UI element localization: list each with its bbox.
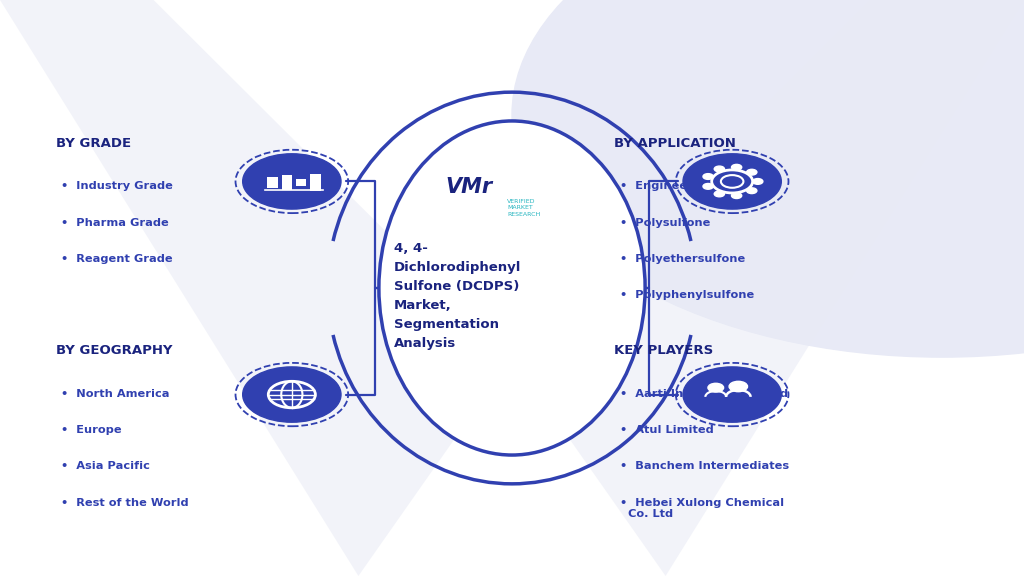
Circle shape xyxy=(746,188,757,194)
Text: •  Pharma Grade: • Pharma Grade xyxy=(61,218,169,228)
Circle shape xyxy=(714,191,724,197)
Text: 4, 4-
Dichlorodiphenyl
Sulfone (DCDPS)
Market,
Segmentation
Analysis: 4, 4- Dichlorodiphenyl Sulfone (DCDPS) M… xyxy=(394,242,521,350)
Circle shape xyxy=(731,164,741,170)
Bar xyxy=(282,175,292,190)
Circle shape xyxy=(243,154,341,209)
Text: VMr: VMr xyxy=(445,177,493,197)
Text: BY GRADE: BY GRADE xyxy=(56,137,131,150)
Bar xyxy=(296,179,306,187)
Text: •  Industry Grade: • Industry Grade xyxy=(61,181,173,191)
Circle shape xyxy=(683,367,781,422)
Text: •  Aarti Industries Limited: • Aarti Industries Limited xyxy=(620,389,787,399)
Text: •  Reagent Grade: • Reagent Grade xyxy=(61,254,173,264)
Circle shape xyxy=(243,367,341,422)
Text: •  Polyethersulfone: • Polyethersulfone xyxy=(620,254,744,264)
Text: •  Polysulfone: • Polysulfone xyxy=(620,218,710,228)
Text: •  Banchem Intermediates: • Banchem Intermediates xyxy=(620,461,788,471)
Text: •  Engineered Plastics: • Engineered Plastics xyxy=(620,181,762,191)
Text: •  Rest of the World: • Rest of the World xyxy=(61,498,189,507)
Text: •  Europe: • Europe xyxy=(61,425,122,435)
Text: •  Asia Pacific: • Asia Pacific xyxy=(61,461,151,471)
Text: BY APPLICATION: BY APPLICATION xyxy=(614,137,736,150)
Text: •  Hebei Xulong Chemical
  Co. Ltd: • Hebei Xulong Chemical Co. Ltd xyxy=(620,498,783,520)
Polygon shape xyxy=(512,0,1024,576)
Circle shape xyxy=(729,381,748,392)
Circle shape xyxy=(753,179,763,184)
Circle shape xyxy=(703,184,714,190)
Circle shape xyxy=(683,154,781,209)
Text: •  Atul Limited: • Atul Limited xyxy=(620,425,714,435)
Ellipse shape xyxy=(379,121,645,455)
Text: VERIFIED
MARKET
RESEARCH: VERIFIED MARKET RESEARCH xyxy=(507,199,540,217)
Circle shape xyxy=(708,383,724,392)
Text: BY GEOGRAPHY: BY GEOGRAPHY xyxy=(56,344,173,357)
Text: KEY PLAYERS: KEY PLAYERS xyxy=(614,344,714,357)
Circle shape xyxy=(512,0,1024,357)
Circle shape xyxy=(703,173,714,179)
Circle shape xyxy=(714,166,725,172)
Polygon shape xyxy=(0,0,512,576)
Text: •  North America: • North America xyxy=(61,389,170,399)
Circle shape xyxy=(746,169,757,175)
Bar xyxy=(267,177,278,188)
Circle shape xyxy=(731,193,741,199)
Bar xyxy=(310,174,321,191)
Text: •  Polyphenylsulfone: • Polyphenylsulfone xyxy=(620,290,754,300)
